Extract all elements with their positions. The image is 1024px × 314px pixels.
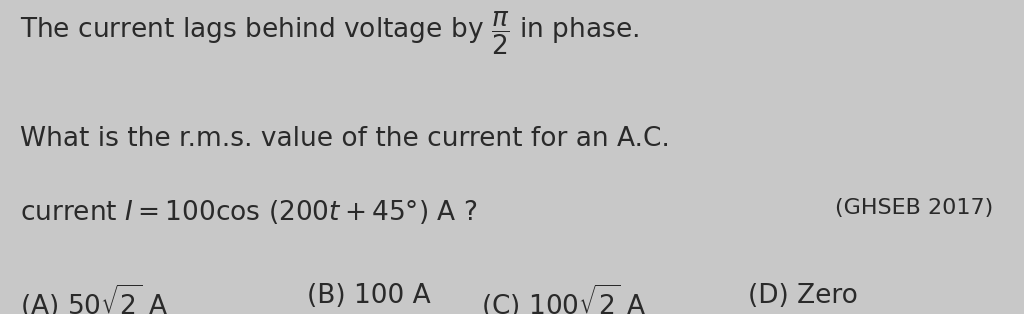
Text: (C) $100\sqrt{2}$ A: (C) $100\sqrt{2}$ A (481, 283, 647, 314)
Text: (D) Zero: (D) Zero (748, 283, 857, 309)
Text: The current lags behind voltage by $\dfrac{\pi}{2}$ in phase.: The current lags behind voltage by $\dfr… (20, 9, 640, 57)
Text: current $I = 100\cos\,(200t + 45°)$ A ?: current $I = 100\cos\,(200t + 45°)$ A ? (20, 198, 478, 226)
Text: (B) 100 A: (B) 100 A (307, 283, 431, 309)
Text: (A) $50\sqrt{2}$ A: (A) $50\sqrt{2}$ A (20, 283, 169, 314)
Text: (GHSEB 2017): (GHSEB 2017) (835, 198, 993, 218)
Text: What is the r.m.s. value of the current for an A.C.: What is the r.m.s. value of the current … (20, 126, 671, 152)
